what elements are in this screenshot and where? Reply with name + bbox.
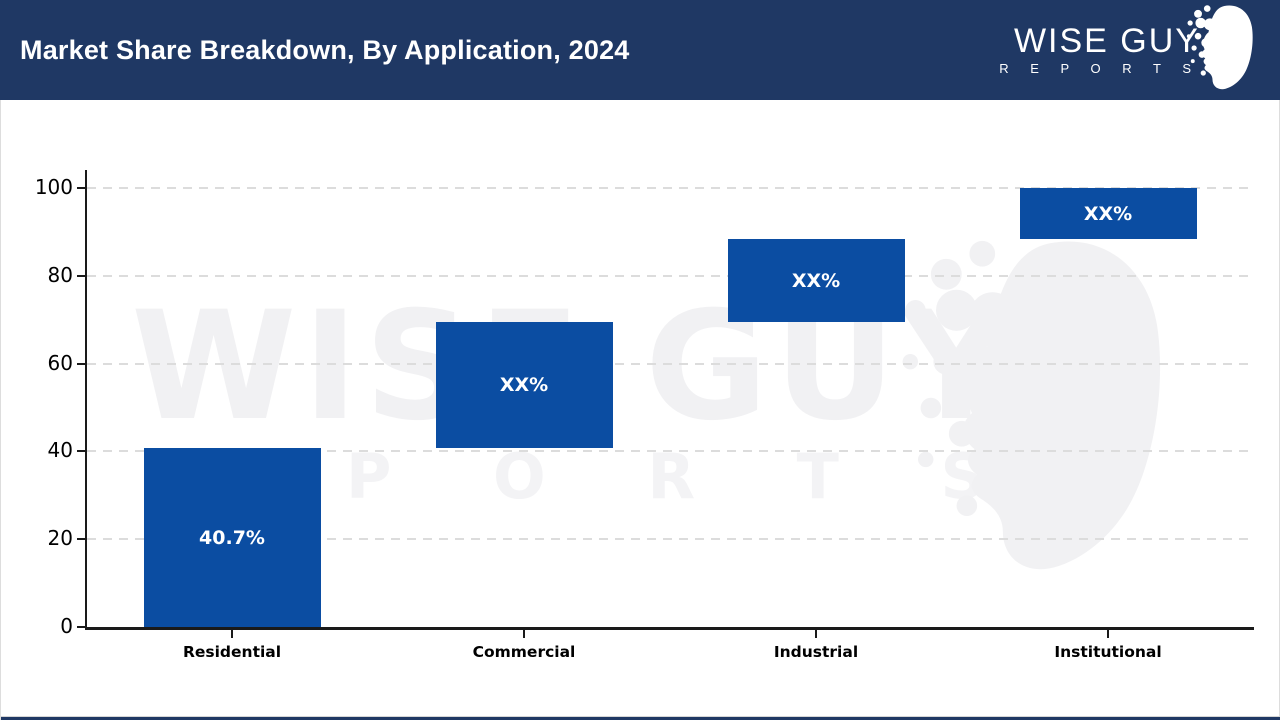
x-tick-industrial <box>815 629 817 638</box>
y-tick-40 <box>77 450 86 453</box>
y-tick-20 <box>77 538 86 541</box>
logo-text: WISE GUY R E P O R T S <box>999 24 1200 76</box>
x-tick-institutional <box>1107 629 1109 638</box>
gridline-80 <box>87 274 1254 277</box>
gridline-40 <box>87 450 1254 453</box>
y-tick-label-0: 0 <box>60 614 73 638</box>
y-tick-label-20: 20 <box>47 526 73 551</box>
y-tick-80 <box>77 274 86 277</box>
wise-guy-logo: WISE GUY R E P O R T S <box>999 2 1280 98</box>
y-axis-spine <box>85 170 87 629</box>
bar-institutional: XX% <box>1019 188 1197 240</box>
gridline-60 <box>87 362 1254 365</box>
y-tick-label-60: 60 <box>47 350 73 375</box>
category-label-institutional: Institutional <box>1054 643 1162 661</box>
logo-wordmark: WISE GUY <box>1013 22 1200 60</box>
logo-subtitle: R E P O R T S <box>999 61 1200 76</box>
bar-value-label: XX% <box>499 374 549 397</box>
footer-strip <box>1 717 1280 720</box>
x-tick-commercial <box>523 629 525 638</box>
y-tick-label-100: 100 <box>34 175 73 199</box>
bar-value-label: 40.7% <box>199 526 265 549</box>
gridline-20 <box>87 538 1254 541</box>
wiseguy-head-icon <box>1180 2 1266 98</box>
header-bar: Market Share Breakdown, By Application, … <box>0 0 1280 100</box>
bar-industrial: XX% <box>727 239 905 323</box>
x-axis-line <box>85 627 1254 630</box>
bar-commercial: XX% <box>435 322 613 449</box>
y-tick-100 <box>77 187 86 189</box>
body-bottom-border <box>1 716 1280 717</box>
y-tick-label-80: 80 <box>47 262 73 287</box>
chart-area: WISE GUY P O R T S 0 20 40 60 80 100 40.7% Resi… <box>0 100 1280 720</box>
y-tick-0 <box>77 626 86 628</box>
category-label-residential: Residential <box>182 643 282 661</box>
gridline-100 <box>87 187 1254 189</box>
bar-value-label: XX% <box>1083 202 1133 225</box>
bar-residential: 40.7% <box>143 448 321 627</box>
category-label-commercial: Commercial <box>472 643 576 661</box>
bar-value-label: XX% <box>791 269 841 292</box>
x-tick-residential <box>231 629 233 638</box>
y-tick-60 <box>77 362 86 365</box>
y-tick-label-40: 40 <box>47 438 73 463</box>
page-title: Market Share Breakdown, By Application, … <box>20 34 630 65</box>
watermark-head-icon <box>879 228 1209 592</box>
category-label-industrial: Industrial <box>773 643 859 661</box>
